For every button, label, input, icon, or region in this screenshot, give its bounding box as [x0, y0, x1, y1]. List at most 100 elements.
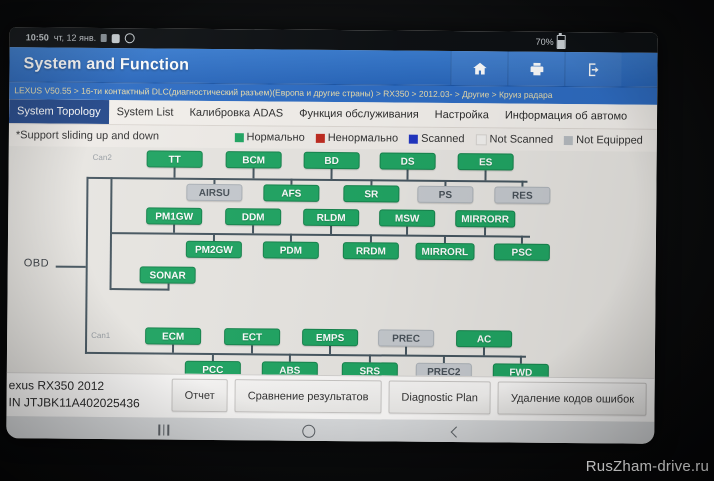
clear-dtc-button[interactable]: Удаление кодов ошибок: [497, 381, 648, 416]
home-button[interactable]: [450, 51, 508, 86]
legend-item: Ненормально: [315, 131, 399, 145]
tab-system-topology[interactable]: System Topology: [8, 99, 109, 125]
connector-stub: [252, 225, 255, 234]
topology-node-mirrorl[interactable]: MIRRORL: [415, 242, 475, 261]
legend-item: Not Equipped: [564, 134, 643, 147]
legend-color-swatch: [234, 132, 244, 142]
connector-stub: [406, 226, 409, 235]
topology-node-pm1gw[interactable]: PM1GW: [146, 207, 203, 225]
obd-label: OBD: [23, 257, 50, 270]
topology-node-rrdm[interactable]: RRDM: [342, 242, 399, 260]
connector-stub: [212, 232, 216, 241]
connector-stub: [171, 344, 175, 353]
topology-node-afs[interactable]: AFS: [263, 184, 320, 202]
tab-system-list[interactable]: System List: [116, 106, 174, 119]
connector-stub: [289, 233, 293, 242]
connector-stub: [484, 170, 487, 181]
compare-results-button[interactable]: Сравнение результатов: [234, 379, 382, 414]
topology-node-bd[interactable]: BD: [303, 151, 360, 170]
topology-node-msw[interactable]: MSW: [379, 209, 436, 227]
tab-adas-calibration[interactable]: Калибровка ADAS: [189, 106, 284, 120]
tab-vehicle-info[interactable]: Информация об автомо: [504, 109, 628, 123]
legend-label: Нормально: [246, 131, 305, 144]
diagnostic-plan-button[interactable]: Diagnostic Plan: [388, 380, 492, 415]
status-circle-icon: [125, 33, 136, 44]
footer-buttons: Отчет Сравнение результатов Diagnostic Pla…: [171, 378, 648, 416]
legend-label: Scanned: [421, 132, 465, 146]
legend-color-swatch: [564, 135, 574, 145]
legend-color-swatch: [315, 133, 325, 143]
watermark: RusZham-drive.ru: [585, 458, 709, 475]
connector-line: [167, 283, 170, 291]
connector-stub: [369, 234, 373, 243]
connector-line: [84, 351, 526, 358]
legend-item: Scanned: [409, 133, 465, 145]
tab-service-function[interactable]: Функция обслуживания: [299, 107, 419, 121]
printer-icon: [530, 62, 543, 75]
vehicle-model: exus RX350 2012: [8, 378, 105, 394]
connector-line: [55, 265, 86, 268]
battery-icon: [556, 34, 566, 50]
topology-node-psc[interactable]: PSC: [493, 243, 550, 261]
footer-bar: exus RX350 2012 IN JTJBK11A402025436 Отч…: [6, 372, 655, 422]
topology-node-rldm[interactable]: RLDM: [303, 208, 360, 227]
topology-node-sr[interactable]: SR: [343, 185, 400, 203]
legend-label: Ненормально: [327, 131, 399, 145]
back-icon[interactable]: [450, 426, 462, 438]
topology-node-ps[interactable]: PS: [417, 185, 474, 204]
connector-stub: [288, 353, 291, 362]
connector-stub: [330, 168, 333, 180]
topology-canvas: Can2 Can1 OBD TT BCM BD DS ES AIRSU AFS SR PS RES…: [6, 146, 657, 378]
tab-settings[interactable]: Настройка: [434, 108, 489, 122]
topology-node-ecm[interactable]: ECM: [145, 327, 202, 345]
connector-stub: [442, 354, 445, 363]
report-button[interactable]: Отчет: [171, 378, 228, 413]
topology-node-es[interactable]: ES: [457, 153, 514, 171]
bus-label-can2: Can2: [92, 152, 112, 163]
exit-button[interactable]: [564, 52, 622, 87]
topology-node-pm2gw[interactable]: PM2GW: [185, 240, 242, 259]
connector-stub: [211, 352, 214, 361]
connector-stub: [404, 346, 408, 355]
connector-line: [110, 232, 531, 238]
recents-icon[interactable]: [158, 424, 169, 436]
vehicle-info: exus RX350 2012 IN JTJBK11A402025436: [8, 377, 140, 413]
legend-label: Not Scanned: [489, 133, 554, 146]
topology-node-bcm[interactable]: BCM: [225, 151, 282, 169]
exit-icon: [588, 62, 599, 76]
topology-node-tt[interactable]: TT: [146, 150, 203, 168]
topology-node-sonar[interactable]: SONAR: [139, 266, 196, 284]
home-icon: [472, 62, 487, 74]
connector-line: [86, 176, 528, 183]
connector-stub: [173, 224, 176, 233]
topology-node-emps[interactable]: EMPS: [302, 328, 359, 347]
status-left-group: 10:50 чт, 12 янв.: [10, 32, 136, 44]
topology-node-pdm[interactable]: PDM: [262, 241, 319, 259]
connector-stub: [406, 169, 409, 180]
title-bar: System and Function: [9, 47, 658, 88]
print-button[interactable]: [507, 51, 565, 87]
vehicle-vin: IN JTJBK11A402025436: [8, 395, 140, 411]
topology-node-airsu[interactable]: AIRSU: [186, 183, 243, 202]
legend-item: Not Scanned: [475, 133, 554, 146]
connector-stub: [173, 167, 176, 178]
legend-label: Not Equipped: [576, 134, 643, 147]
topology-node-ds[interactable]: DS: [379, 152, 436, 170]
bus-label-can1: Can1: [91, 330, 111, 341]
status-right-group: 70%: [536, 32, 566, 52]
android-nav-bar: [6, 416, 655, 444]
topology-node-ect[interactable]: ECT: [224, 328, 281, 346]
connector-stub: [443, 234, 447, 243]
status-time: 10:50: [25, 32, 49, 43]
topology-node-res[interactable]: RES: [494, 186, 551, 204]
support-note: *Support sliding up and down: [15, 129, 160, 143]
topology-node-mirrorr[interactable]: MIRRORR: [455, 210, 516, 228]
topology-node-ac[interactable]: AC: [456, 330, 513, 348]
topology-node-ddm[interactable]: DDM: [225, 208, 282, 226]
title-bar-actions: [450, 51, 622, 87]
legend-item: Нормально: [234, 131, 305, 144]
home-circle-icon[interactable]: [302, 424, 316, 438]
connector-stub: [250, 345, 254, 354]
topology-node-prec[interactable]: PREC: [378, 329, 435, 347]
